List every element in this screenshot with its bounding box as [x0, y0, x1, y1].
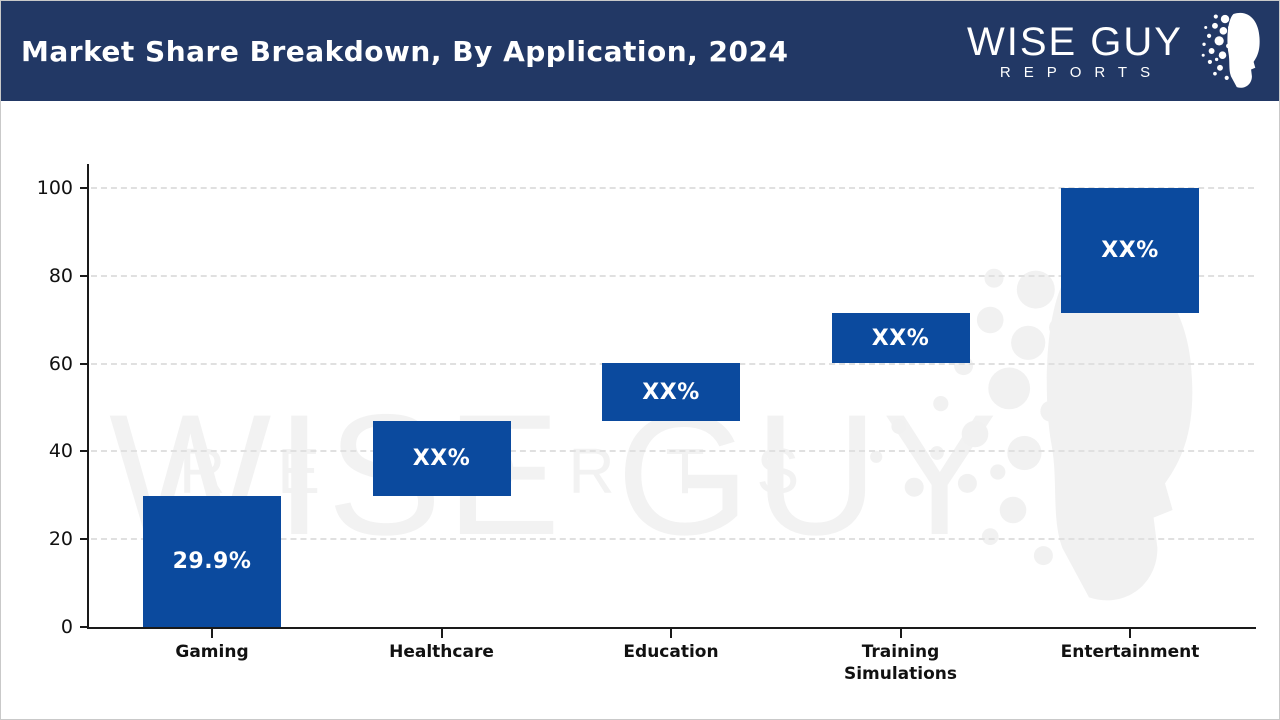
y-tick-label-60: 60	[48, 352, 73, 375]
x-tickmark-2	[440, 629, 443, 638]
x-tick-label-1: Gaming	[175, 642, 249, 662]
page-title: Market Share Breakdown, By Application, …	[21, 34, 789, 68]
y-axis-spine	[87, 164, 89, 629]
x-tick-label-4: Training Simulations	[843, 642, 958, 685]
y-tick-label-100: 100	[36, 177, 73, 199]
bar-entertainment: XX%	[1061, 188, 1199, 314]
y-tick-label-0: 0	[60, 616, 73, 638]
x-tick-label-2: Healthcare	[389, 642, 494, 662]
x-tickmark-3	[670, 629, 672, 638]
y-tick-label-80: 80	[48, 264, 73, 287]
y-tickmark-0	[80, 626, 89, 628]
wiseguy-logo: WISE GUY REPORTS	[967, 9, 1263, 93]
logo-subtitle: REPORTS	[999, 64, 1164, 81]
logo-wordmark: WISE GUY	[966, 20, 1183, 64]
x-tickmark-4	[899, 629, 902, 638]
y-tickmark-80	[80, 274, 89, 277]
gridline-20	[91, 538, 1254, 541]
y-tickmark-20	[80, 538, 89, 541]
gridline-40	[91, 450, 1254, 453]
x-tickmark-5	[1129, 629, 1131, 638]
y-tickmark-60	[80, 362, 89, 365]
x-axis-spine	[87, 627, 1256, 629]
bar-training-simulations: XX%	[831, 313, 970, 364]
gridline-100	[91, 187, 1254, 189]
y-tick-label-20: 20	[48, 528, 73, 551]
y-tickmark-100	[80, 187, 89, 189]
waterfall-chart: WISE GUY REPORTS 0 20 40 60 80 100 29.9% XX% XX%…	[1, 101, 1279, 719]
bar-healthcare: XX%	[372, 421, 511, 496]
wiseguy-face-icon	[1201, 12, 1260, 88]
x-tick-label-5: Entertainment	[1060, 642, 1200, 662]
bar-value-label: 29.9%	[172, 548, 252, 574]
bar-value-label: XX%	[412, 445, 471, 471]
header-bar: Market Share Breakdown, By Application, …	[1, 1, 1279, 101]
x-tick-label-3: Education	[623, 642, 719, 662]
x-tickmark-1	[211, 629, 213, 638]
watermark-face-icon	[870, 261, 1193, 601]
bar-value-label: XX%	[642, 379, 700, 405]
y-tick-label-40: 40	[48, 440, 73, 463]
bar-value-label: XX%	[1101, 238, 1159, 264]
gridline-80	[91, 274, 1254, 277]
wiseguy-logo-text: WISE GUY REPORTS	[967, 22, 1183, 80]
bar-education: XX%	[602, 363, 740, 422]
y-tickmark-40	[80, 450, 89, 453]
bar-gaming: 29.9%	[143, 495, 281, 627]
bar-value-label: XX%	[871, 325, 930, 351]
watermark-subtitle: REPORTS	[179, 435, 852, 507]
